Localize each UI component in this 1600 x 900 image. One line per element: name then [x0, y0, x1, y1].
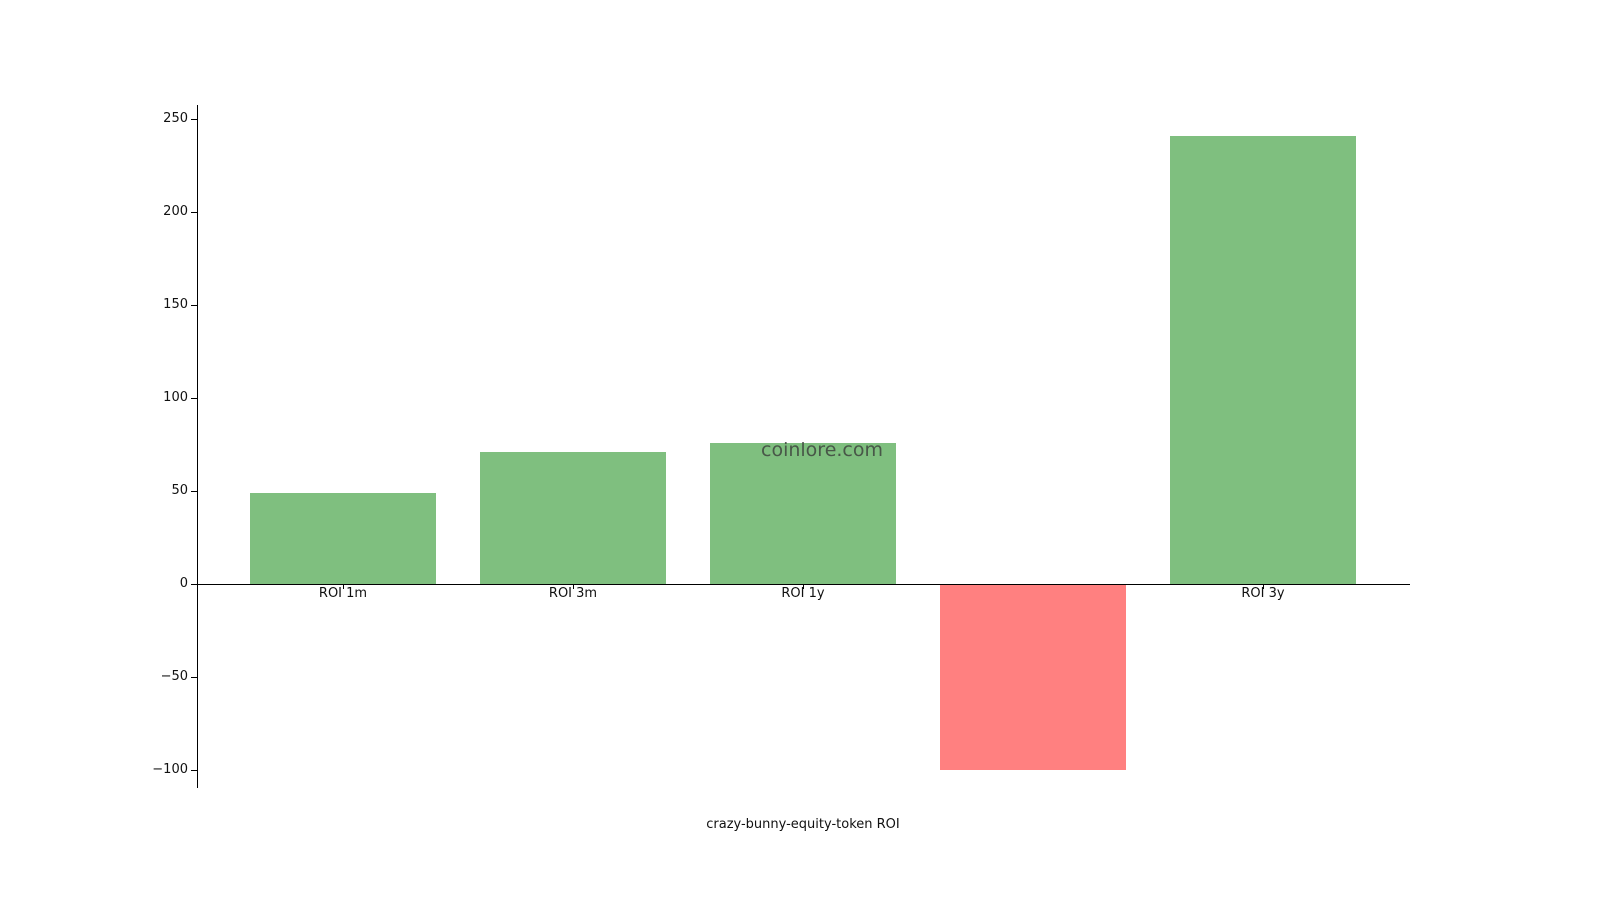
- x-tick-label-roi-1y: ROI 1y: [781, 586, 825, 601]
- x-tick-label-roi-1m: ROI 1m: [318, 586, 368, 601]
- y-tick-label: 200: [163, 204, 188, 219]
- y-axis-line: [197, 105, 198, 788]
- y-tick-mark: [191, 584, 197, 585]
- x-tick-mark: [1263, 584, 1264, 589]
- y-tick-label: 100: [163, 390, 188, 405]
- y-tick-mark: [191, 491, 197, 492]
- y-tick-label: 150: [163, 297, 188, 312]
- y-tick-label: −50: [160, 669, 188, 684]
- y-tick-mark: [191, 212, 197, 213]
- y-tick-mark: [191, 398, 197, 399]
- bar-roi-3m: [480, 451, 666, 584]
- bar-roi-1y: [710, 442, 896, 584]
- y-tick-label: 250: [163, 111, 188, 126]
- y-tick-mark: [191, 119, 197, 120]
- watermark-text: coinlore.com: [761, 439, 883, 461]
- x-tick-mark: [803, 584, 804, 589]
- y-tick-mark: [191, 305, 197, 306]
- y-tick-mark: [191, 677, 197, 678]
- x-axis-line: [197, 584, 1410, 585]
- x-tick-label-roi-3m: ROI 3m: [548, 586, 598, 601]
- y-tick-label: 50: [171, 483, 188, 498]
- bar-bar-3: [940, 584, 1126, 770]
- y-tick-mark: [191, 770, 197, 771]
- x-tick-mark: [343, 584, 344, 589]
- x-tick-mark: [573, 584, 574, 589]
- y-tick-label: 0: [179, 576, 188, 591]
- bar-roi-1m: [250, 492, 436, 584]
- y-tick-label: −100: [152, 762, 188, 777]
- bar-roi-3y: [1170, 135, 1356, 584]
- x-tick-label-roi-3y: ROI 3y: [1241, 586, 1285, 601]
- chart-title: crazy-bunny-equity-token ROI: [706, 817, 900, 832]
